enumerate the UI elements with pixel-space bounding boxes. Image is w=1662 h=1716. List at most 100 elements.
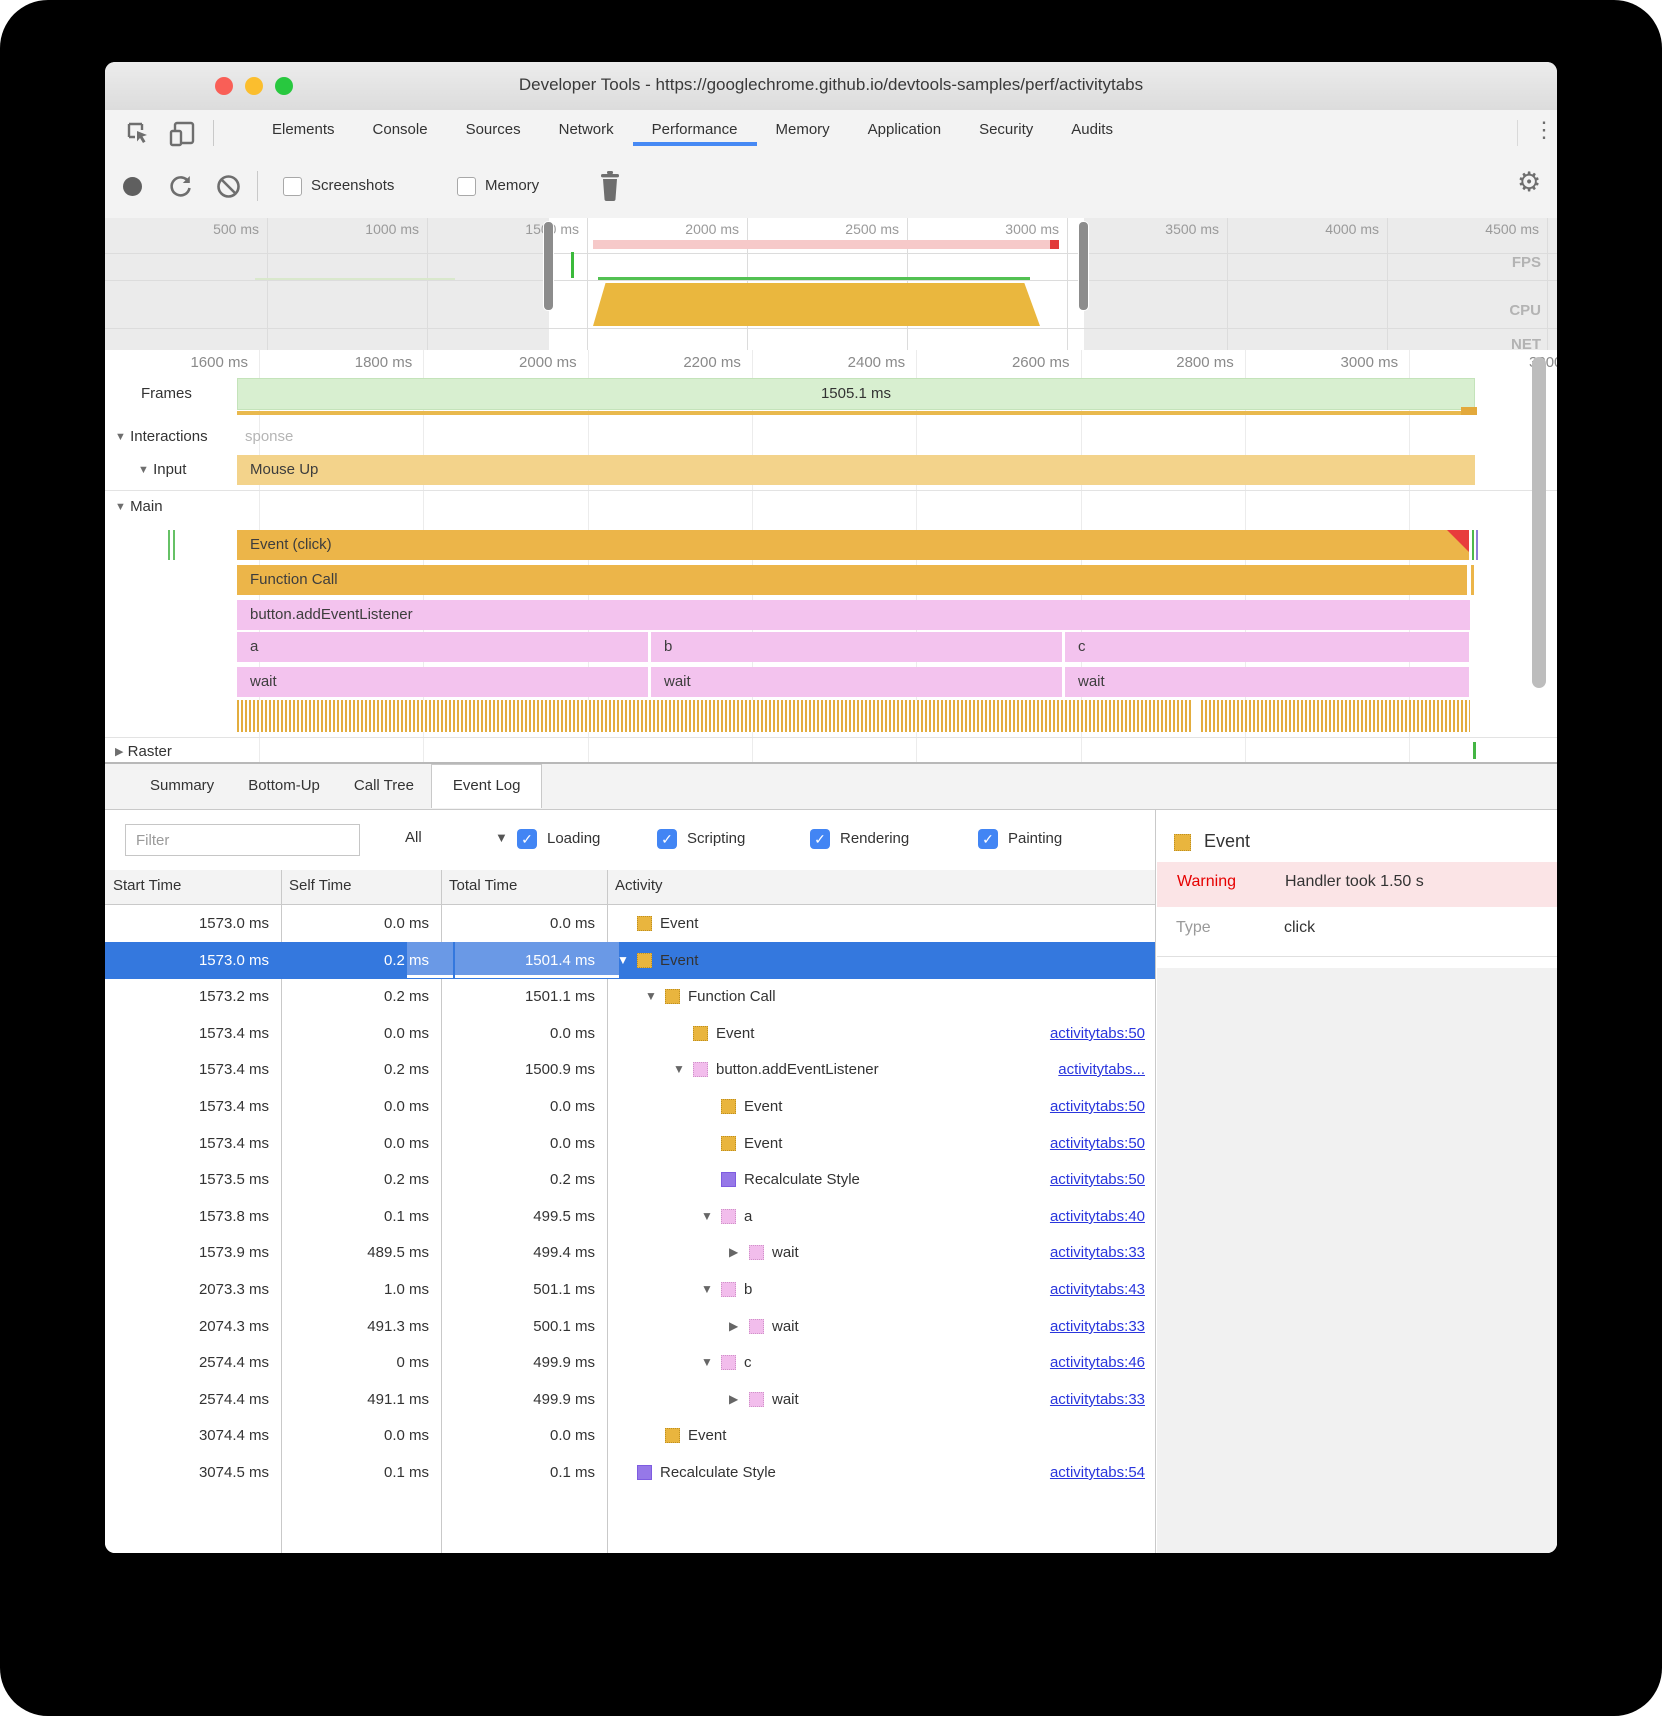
source-location-link[interactable]: activitytabs:50	[1049, 1025, 1145, 1042]
main-track-label[interactable]: ▼ Main	[115, 498, 163, 515]
details-tab-event-log[interactable]: Event Log	[430, 764, 543, 808]
loading-checkbox[interactable]: ✓	[517, 829, 537, 849]
collapse-arrow-icon[interactable]: ▼	[701, 1355, 713, 1369]
column-header-start-time[interactable]: Start Time	[113, 877, 182, 894]
table-row[interactable]: 1573.4 ms 0.0 ms 0.0 ms Event activitytabs:5…	[105, 1015, 1155, 1052]
clear-button[interactable]	[215, 173, 242, 200]
column-header-self-time[interactable]: Self Time	[289, 877, 352, 894]
close-window-button[interactable]	[215, 77, 233, 95]
chevron-down-icon[interactable]: ▼	[495, 830, 508, 845]
details-tab-summary[interactable]: Summary	[150, 777, 215, 794]
timeline-overview[interactable]: 500 ms 1000 ms 1500 ms 2000 ms 2500 ms 3000 m…	[105, 218, 1557, 350]
devtools-tab-performance[interactable]: Performance	[632, 110, 757, 146]
event-click-bar[interactable]: Event (click)	[237, 530, 1469, 560]
details-tab-bottom-up[interactable]: Bottom-Up	[248, 777, 320, 794]
vertical-scrollbar[interactable]	[1532, 357, 1546, 688]
input-track-label[interactable]: ▼ Input	[138, 461, 186, 478]
selection-handle-left[interactable]	[543, 221, 554, 311]
divider	[105, 737, 1557, 738]
minimize-window-button[interactable]	[245, 77, 263, 95]
table-row[interactable]: 1573.2 ms 0.2 ms 1501.1 ms ▼ Function Call	[105, 978, 1155, 1015]
expand-arrow-icon[interactable]: ▶	[729, 1392, 739, 1406]
column-divider[interactable]	[281, 870, 282, 1553]
reload-button[interactable]	[167, 173, 194, 200]
devtools-tab-application[interactable]: Application	[867, 121, 942, 138]
wait-bar[interactable]: wait	[237, 667, 648, 697]
source-location-link[interactable]: activitytabs:40	[1049, 1208, 1145, 1225]
wait-bar[interactable]: wait	[1065, 667, 1469, 697]
collapse-arrow-icon[interactable]: ▼	[701, 1209, 713, 1223]
collapse-arrow-icon[interactable]: ▼	[701, 1282, 713, 1296]
memory-checkbox[interactable]	[457, 177, 476, 196]
table-row[interactable]: 2574.4 ms 491.1 ms 499.9 ms ▶ wait activityta…	[105, 1381, 1155, 1418]
table-row[interactable]: 3074.4 ms 0.0 ms 0.0 ms Event	[105, 1417, 1155, 1454]
record-button[interactable]	[123, 177, 142, 196]
duration-filter-value[interactable]: All	[405, 829, 422, 846]
scripting-checkbox[interactable]: ✓	[657, 829, 677, 849]
table-row[interactable]: 1573.9 ms 489.5 ms 499.4 ms ▶ wait activityta…	[105, 1234, 1155, 1271]
interactions-track-label[interactable]: ▼ Interactions	[115, 428, 212, 445]
settings-gear-icon[interactable]: ⚙	[1517, 167, 1542, 197]
table-row[interactable]: 1573.5 ms 0.2 ms 0.2 ms Recalculate Style ac…	[105, 1161, 1155, 1198]
source-location-link[interactable]: activitytabs...	[1058, 1061, 1145, 1078]
inspect-element-icon[interactable]	[125, 120, 153, 148]
wait-bar[interactable]: wait	[651, 667, 1062, 697]
segment-bar-a[interactable]: a	[237, 632, 648, 662]
source-location-link[interactable]: activitytabs:50	[1049, 1171, 1145, 1188]
rendering-checkbox[interactable]: ✓	[810, 829, 830, 849]
table-row[interactable]: 1573.0 ms 0.2 ms 1501.4 ms ▼ Event	[105, 942, 1155, 979]
table-row[interactable]: 2074.3 ms 491.3 ms 500.1 ms ▶ wait activityta…	[105, 1308, 1155, 1345]
expand-arrow-icon[interactable]: ▶	[729, 1319, 739, 1333]
collapse-arrow-icon[interactable]: ▼	[673, 1062, 685, 1076]
selection-handle-right[interactable]	[1078, 221, 1089, 311]
more-options-icon[interactable]: ⋮	[1533, 117, 1555, 142]
table-row[interactable]: 1573.4 ms 0.0 ms 0.0 ms Event activitytabs:5…	[105, 1088, 1155, 1125]
table-row[interactable]: 1573.0 ms 0.0 ms 0.0 ms Event	[105, 905, 1155, 942]
collapse-arrow-icon[interactable]: ▼	[617, 953, 629, 967]
trash-icon[interactable]	[597, 170, 623, 202]
column-header-activity[interactable]: Activity	[615, 877, 663, 894]
devtools-tab-elements[interactable]: Elements	[272, 121, 335, 138]
add-event-listener-bar[interactable]: button.addEventListener	[237, 600, 1470, 630]
source-location-link[interactable]: activitytabs:43	[1049, 1281, 1145, 1298]
source-location-link[interactable]: activitytabs:33	[1049, 1318, 1145, 1335]
devtools-tab-memory[interactable]: Memory	[775, 121, 830, 138]
table-row[interactable]: 1573.4 ms 0.2 ms 1500.9 ms ▼ button.addEvent…	[105, 1051, 1155, 1088]
frame-duration-bar[interactable]: 1505.1 ms	[237, 378, 1475, 410]
source-location-link[interactable]: activitytabs:50	[1049, 1135, 1145, 1152]
raster-track-label[interactable]: ▶ Raster	[115, 743, 172, 760]
segment-bar-c[interactable]: c	[1065, 632, 1469, 662]
device-toolbar-icon[interactable]	[167, 119, 197, 149]
collapse-arrow-icon[interactable]: ▼	[645, 989, 657, 1003]
source-location-link[interactable]: activitytabs:46	[1049, 1354, 1145, 1371]
table-row[interactable]: 1573.8 ms 0.1 ms 499.5 ms ▼ a activitytabs:40	[105, 1198, 1155, 1235]
source-location-link[interactable]: activitytabs:50	[1049, 1098, 1145, 1115]
column-divider[interactable]	[441, 870, 442, 1553]
expand-arrow-icon[interactable]: ▶	[729, 1245, 739, 1259]
table-row[interactable]: 1573.4 ms 0.0 ms 0.0 ms Event activitytabs:5…	[105, 1125, 1155, 1162]
screenshots-checkbox[interactable]	[283, 177, 302, 196]
devtools-tab-security[interactable]: Security	[979, 121, 1034, 138]
source-location-link[interactable]: activitytabs:33	[1049, 1244, 1145, 1261]
devtools-tab-audits[interactable]: Audits	[1071, 121, 1113, 138]
source-location-link[interactable]: activitytabs:33	[1049, 1391, 1145, 1408]
mouse-up-bar[interactable]: Mouse Up	[237, 455, 1475, 485]
flame-chart-pane[interactable]: 1600 ms 1800 ms 2000 ms 2200 ms 2400 ms 2600 …	[105, 350, 1557, 762]
source-location-link[interactable]: activitytabs:54	[1049, 1464, 1145, 1481]
self-time-value: 0.0 ms	[383, 1427, 429, 1444]
table-row[interactable]: 2574.4 ms 0 ms 499.9 ms ▼ c activitytabs:46	[105, 1344, 1155, 1381]
activity-type-icon	[693, 1026, 708, 1041]
column-header-total-time[interactable]: Total Time	[449, 877, 518, 894]
column-divider[interactable]	[607, 870, 608, 1553]
devtools-tab-console[interactable]: Console	[372, 121, 428, 138]
zoom-window-button[interactable]	[275, 77, 293, 95]
details-tab-call-tree[interactable]: Call Tree	[353, 777, 414, 794]
function-call-bar[interactable]: Function Call	[237, 565, 1467, 595]
devtools-tab-network[interactable]: Network	[558, 121, 614, 138]
table-row[interactable]: 2073.3 ms 1.0 ms 501.1 ms ▼ b activitytabs:43	[105, 1271, 1155, 1308]
segment-bar-b[interactable]: b	[651, 632, 1062, 662]
table-row[interactable]: 3074.5 ms 0.1 ms 0.1 ms Recalculate Style ac…	[105, 1454, 1155, 1491]
filter-input[interactable]	[125, 824, 360, 856]
devtools-tab-sources[interactable]: Sources	[465, 121, 521, 138]
painting-checkbox[interactable]: ✓	[978, 829, 998, 849]
